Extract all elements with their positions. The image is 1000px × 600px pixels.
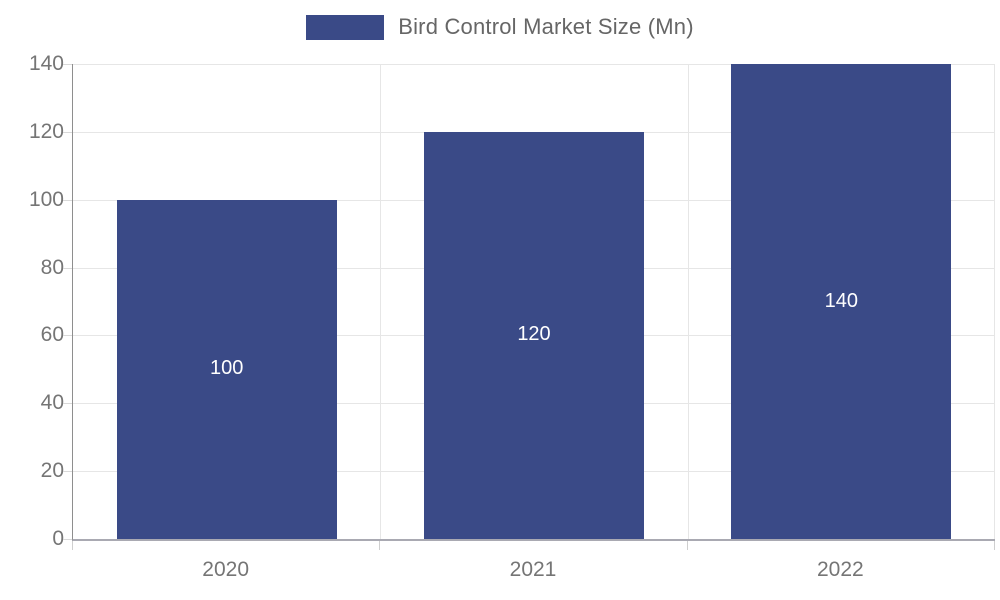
horizontal-gridline — [73, 64, 995, 65]
x-axis-tick-mark — [379, 541, 381, 550]
y-axis-tick-label: 20 — [40, 459, 64, 483]
legend-series-label[interactable]: Bird Control Market Size (Mn) — [398, 14, 694, 39]
y-axis-tick-label: 40 — [40, 391, 64, 415]
y-axis-tick-mark — [63, 267, 72, 269]
vertical-gridline — [994, 64, 995, 539]
y-axis-tick-label: 120 — [28, 119, 64, 143]
y-axis-tick-mark — [63, 335, 72, 337]
bar-value-label: 120 — [517, 323, 551, 346]
y-axis-tick-mark — [63, 403, 72, 405]
bar-2021: 120 — [424, 131, 644, 539]
plot-area: 100 120 140 — [72, 64, 995, 541]
x-axis-tick-label: 2020 — [202, 558, 250, 581]
bar-value-label: 140 — [824, 289, 859, 312]
y-axis-tick-mark — [63, 131, 72, 133]
x-axis-tick-mark — [994, 541, 995, 550]
y-axis-tick-label: 0 — [52, 527, 64, 550]
bar-2020: 100 — [116, 199, 337, 539]
y-axis-tick-label: 140 — [28, 52, 64, 75]
y-axis-tick-mark — [63, 64, 72, 65]
vertical-gridline — [380, 64, 382, 539]
x-axis-tick-mark — [72, 541, 73, 550]
legend-swatch-icon[interactable] — [306, 14, 385, 40]
chart-legend: Bird Control Market Size (Mn) — [0, 14, 1000, 40]
y-axis-tick-label: 80 — [40, 255, 64, 279]
x-axis-tick-mark — [686, 541, 688, 550]
bar-value-label: 100 — [209, 357, 244, 380]
y-axis-tick-label: 60 — [40, 323, 64, 347]
x-axis-tick-label: 2022 — [816, 558, 864, 581]
y-axis-tick-mark — [63, 199, 72, 201]
bar-2022: 140 — [731, 64, 952, 539]
y-axis-tick-mark — [63, 471, 72, 473]
vertical-gridline — [687, 64, 689, 539]
x-axis-tick-label: 2021 — [509, 558, 557, 581]
y-axis-tick-mark — [63, 539, 72, 540]
y-axis-tick-label: 100 — [28, 187, 64, 211]
